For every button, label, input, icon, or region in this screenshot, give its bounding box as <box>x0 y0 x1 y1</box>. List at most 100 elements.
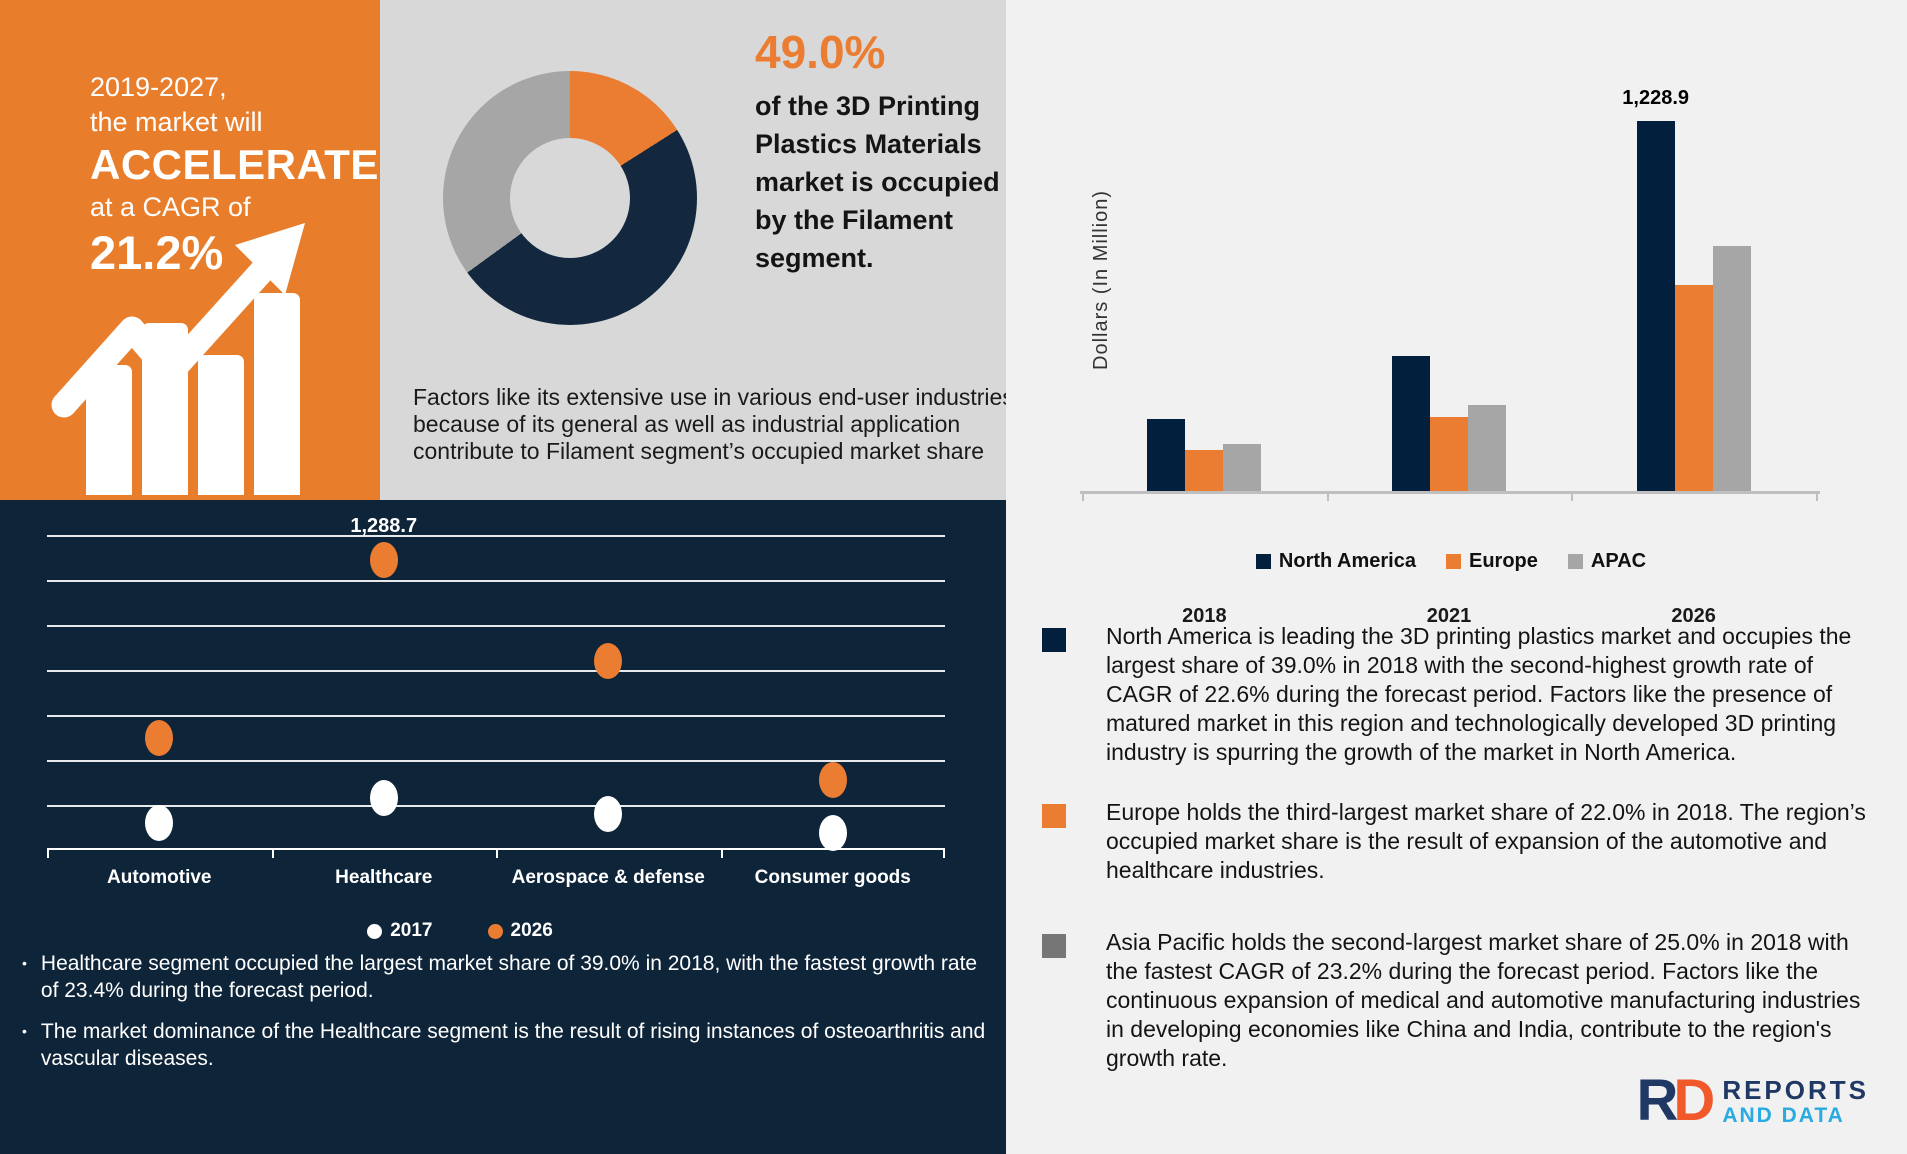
x-axis-tick-label: 2026 <box>1671 605 1716 627</box>
bar-north-america-2018 <box>1147 418 1186 491</box>
grid-line <box>47 670 945 672</box>
filament-stat: 49.0% <box>755 26 886 78</box>
dot-2026-automotive <box>145 719 174 756</box>
rd-logo-icon: RD <box>1636 1068 1716 1133</box>
cagr-value: 21.2% <box>90 226 224 279</box>
logo-line1: REPORTS <box>1722 1074 1869 1105</box>
dot-data-label: 1,288.7 <box>350 515 418 538</box>
grid-line <box>47 625 945 627</box>
legend-swatch-icon <box>1567 554 1583 569</box>
insight-europe: Europe holds the third-largest market sh… <box>1042 798 1876 885</box>
grid-line <box>47 760 945 762</box>
regional-panel: Dollars (In Million) 2018 2021 2026 1,228.9… <box>1006 0 1907 1154</box>
legend-swatch-icon <box>1445 554 1461 569</box>
legend-label: North America <box>1278 550 1416 572</box>
x-axis-tick <box>1571 491 1574 501</box>
x-axis-tick-label: Automotive <box>107 867 212 888</box>
accelerate-headline: ACCELERATE <box>90 141 379 188</box>
legend-label: Europe <box>1468 550 1538 572</box>
segment-panel: Automotive Healthcare Aerospace & defense C… <box>0 500 1006 1154</box>
x-axis-tick-label: Consumer goods <box>754 867 911 888</box>
x-axis-tick <box>47 848 49 858</box>
regional-bar-chart: 2018 2021 2026 1,228.9 <box>1082 87 1818 627</box>
x-axis-tick <box>720 848 723 858</box>
europe-swatch <box>1042 804 1066 828</box>
bar-chart-legend: North America Europe APAC <box>1082 550 1820 573</box>
bullet-text: The market dominance of the Healthcare s… <box>40 1020 986 1070</box>
bar-chart-x-axis <box>1080 491 1820 494</box>
bar-europe-2018 <box>1185 450 1224 491</box>
asia-pacific-swatch <box>1042 934 1066 958</box>
legend-label: APAC <box>1590 550 1647 572</box>
dot-chart-legend: 2017 2026 <box>250 920 670 942</box>
insight-north-america: North America is leading the 3D printing… <box>1042 622 1876 767</box>
dot-2017-healthcare <box>369 780 398 817</box>
bar-europe-2026 <box>1674 284 1713 491</box>
cagr-text-block: 2019-2027, the market will ACCELERATE at… <box>90 70 379 281</box>
x-axis-tick <box>943 848 945 858</box>
x-axis-tick-label: 2018 <box>1182 605 1227 627</box>
legend-item-apac: APAC <box>1567 550 1647 573</box>
bar-apac-2026 <box>1712 245 1751 491</box>
cagr-phrase: the market will <box>90 107 263 137</box>
legend-label: 2017 <box>390 920 433 941</box>
legend-swatch-icon <box>1255 554 1271 569</box>
legend-item-europe: Europe <box>1445 550 1538 573</box>
list-item: • Healthcare segment occupied the larges… <box>22 950 987 1004</box>
dot-2017-consumer-goods <box>818 815 847 852</box>
bar-data-label: 1,228.9 <box>1622 87 1690 110</box>
grid-line <box>47 580 945 582</box>
bullet-icon: • <box>22 1023 27 1039</box>
filament-note: Factors like its extensive use in variou… <box>413 384 1014 464</box>
north-america-swatch <box>1042 628 1066 652</box>
filament-callout: 49.0% of the 3D Printing Plastics Materi… <box>755 25 1000 277</box>
insight-text: North America is leading the 3D printing… <box>1106 623 1852 765</box>
donut-hole <box>510 138 630 258</box>
cagr-period: 2019-2027, <box>90 72 227 102</box>
cagr-highlight-panel: 2019-2027, the market will ACCELERATE at… <box>0 0 380 500</box>
filament-share-donut <box>443 71 697 325</box>
x-axis-tick <box>1326 491 1329 501</box>
grid-line <box>47 805 945 807</box>
insight-text: Asia Pacific holds the second-largest ma… <box>1106 929 1861 1071</box>
filament-panel: 49.0% of the 3D Printing Plastics Materi… <box>380 0 1014 500</box>
dot-2017-aerospace-&-defense <box>594 796 623 832</box>
bar-apac-2021 <box>1468 405 1506 491</box>
growth-arrow-icon <box>51 223 305 495</box>
legend-item-2026: 2026 <box>487 920 553 942</box>
cagr-label: at a CAGR of <box>90 192 251 222</box>
legend-dot-icon <box>487 923 503 939</box>
bar-europe-2021 <box>1430 417 1468 491</box>
reports-and-data-logo: RD REPORTS AND DATA <box>1637 1072 1869 1130</box>
bar-north-america-2026 <box>1636 121 1675 491</box>
dot-2026-consumer-goods <box>818 762 847 799</box>
grid-line <box>47 535 945 537</box>
x-axis-tick <box>271 848 274 858</box>
dot-2026-healthcare <box>369 542 398 579</box>
bullet-text: Healthcare segment occupied the largest … <box>40 952 978 1002</box>
x-axis-tick-label: 2021 <box>1426 605 1472 627</box>
bar-north-america-2021 <box>1392 355 1430 491</box>
logo-wordmark: REPORTS AND DATA <box>1722 1076 1869 1127</box>
bullet-icon: • <box>22 955 27 971</box>
segment-dot-chart: Automotive Healthcare Aerospace & defense C… <box>47 515 945 888</box>
dot-2017-automotive <box>145 805 174 841</box>
legend-dot-icon <box>367 923 383 939</box>
x-axis-tick <box>496 848 498 858</box>
legend-label: 2026 <box>510 920 553 941</box>
insight-asia-pacific: Asia Pacific holds the second-largest ma… <box>1042 928 1876 1073</box>
logo-line2: AND DATA <box>1722 1103 1845 1127</box>
x-axis-tick <box>1816 491 1818 501</box>
dot-2026-aerospace-&-defense <box>594 643 623 679</box>
x-axis-tick-label: Aerospace & defense <box>511 867 705 888</box>
legend-item-north-america: North America <box>1255 550 1416 573</box>
bar-apac-2018 <box>1223 444 1262 491</box>
x-axis-tick <box>1082 491 1084 501</box>
list-item: • The market dominance of the Healthcare… <box>22 1018 987 1072</box>
insight-text: Europe holds the third-largest market sh… <box>1106 799 1866 883</box>
segment-bullets: • Healthcare segment occupied the larges… <box>22 950 987 1086</box>
legend-item-2017: 2017 <box>367 920 433 942</box>
filament-description: of the 3D Printing Plastics Materials ma… <box>755 91 1000 273</box>
x-axis-tick-label: Healthcare <box>335 867 433 888</box>
grid-line <box>47 715 945 717</box>
